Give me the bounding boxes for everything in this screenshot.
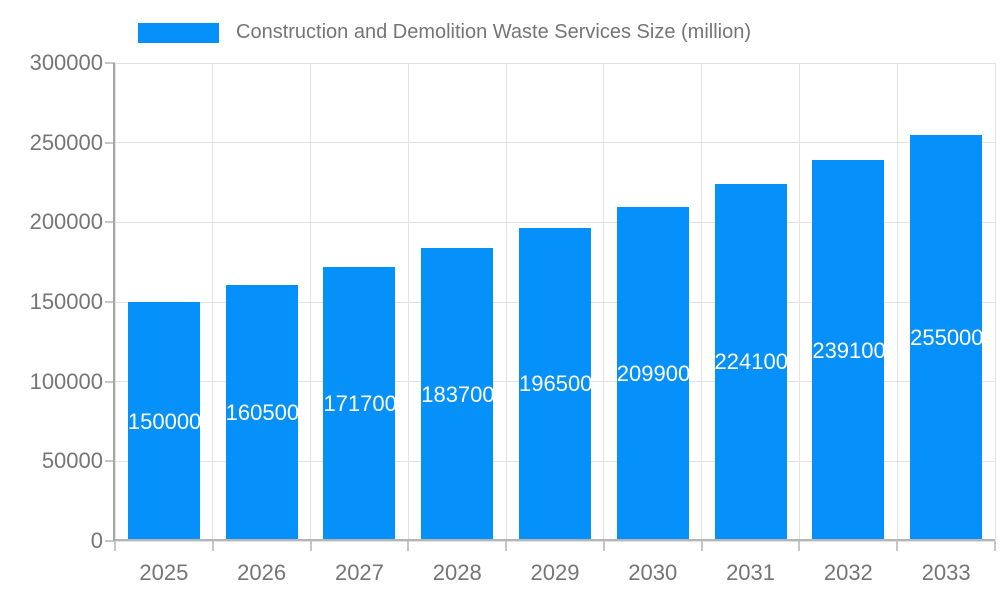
x-axis-tick-label: 2026 (237, 560, 287, 585)
y-axis-tick (105, 460, 115, 463)
y-axis-tick (105, 380, 115, 383)
y-axis-tick-label: 0 (90, 528, 103, 553)
legend-swatch (138, 22, 219, 43)
gridline-vertical (701, 63, 703, 541)
gridline-horizontal (115, 221, 995, 223)
x-axis-line (115, 539, 995, 541)
gridline-vertical (407, 63, 409, 541)
x-axis-tick-label: 2025 (139, 560, 189, 585)
y-axis-tick-label: 250000 (29, 129, 103, 155)
bar[interactable]: 196500 (519, 227, 593, 541)
plot-area: 150000 160500 171700 183700 196500 209900 2241… (114, 62, 996, 542)
gridline-horizontal (115, 62, 995, 64)
bar-value-label: 171700 (323, 391, 397, 417)
gridline-vertical (603, 63, 605, 541)
x-axis-tick-label: 2030 (628, 560, 678, 585)
x-axis-tick-label: 2032 (823, 560, 873, 585)
bar-value-label: 196500 (519, 371, 593, 397)
x-axis-tick (505, 541, 508, 551)
gridline-vertical (896, 63, 898, 541)
legend-series-label: Construction and Demolition Waste Servic… (236, 21, 751, 43)
bar[interactable]: 160500 (225, 285, 300, 541)
bar-value-label: 255000 (910, 324, 984, 350)
x-axis-tick (211, 541, 214, 551)
x-axis-tick (700, 541, 703, 551)
bar[interactable]: 150000 (127, 302, 202, 541)
y-axis-tick (105, 221, 115, 224)
gridline-vertical (994, 63, 996, 541)
bar[interactable]: 255000 (910, 134, 984, 541)
x-axis-tick-label: 2033 (921, 560, 971, 585)
bar[interactable]: 171700 (323, 267, 397, 541)
gridline-vertical (798, 63, 800, 541)
gridline-horizontal (115, 142, 995, 144)
y-axis-tick-label: 100000 (29, 368, 103, 394)
gridline-vertical (114, 63, 116, 541)
x-axis-tick (309, 541, 312, 551)
bar[interactable]: 209900 (616, 206, 691, 541)
x-axis-tick (896, 541, 899, 551)
x-axis-tick-label: 2031 (726, 560, 776, 585)
bar-value-label: 150000 (127, 408, 202, 434)
bar[interactable]: 224100 (714, 183, 788, 541)
legend-item[interactable]: Construction and Demolition Waste Servic… (138, 21, 751, 44)
x-axis-tick (994, 541, 996, 551)
y-axis-tick (105, 301, 115, 303)
x-axis-tick-label: 2029 (530, 560, 580, 585)
x-axis-tick (602, 541, 605, 551)
x-axis-tick (407, 541, 410, 551)
y-axis-tick-label: 150000 (29, 289, 103, 314)
y-axis-tick-label: 200000 (29, 209, 103, 235)
bar-value-label: 183700 (421, 381, 495, 407)
y-axis-tick-label: 50000 (41, 448, 103, 474)
y-axis-tick (105, 540, 115, 542)
y-axis-line (113, 63, 115, 541)
x-axis-tick-label: 2027 (334, 560, 384, 585)
y-axis-tick (105, 141, 115, 144)
bar-value-label: 160500 (225, 400, 300, 426)
x-axis-tick (114, 541, 116, 551)
bar[interactable]: 183700 (421, 248, 495, 541)
bar-value-label: 209900 (616, 360, 691, 386)
y-axis-tick-label: 300000 (29, 50, 103, 75)
gridline-vertical (505, 63, 507, 541)
bar[interactable]: 239100 (812, 160, 886, 541)
gridline-vertical (212, 63, 214, 541)
y-axis-tick (105, 62, 115, 64)
bar-value-label: 239100 (812, 337, 886, 363)
gridline-horizontal (115, 540, 995, 542)
gridline-vertical (310, 63, 312, 541)
x-axis-tick (798, 541, 801, 551)
x-axis-tick-label: 2028 (432, 560, 482, 585)
bar-value-label: 224100 (714, 349, 788, 375)
